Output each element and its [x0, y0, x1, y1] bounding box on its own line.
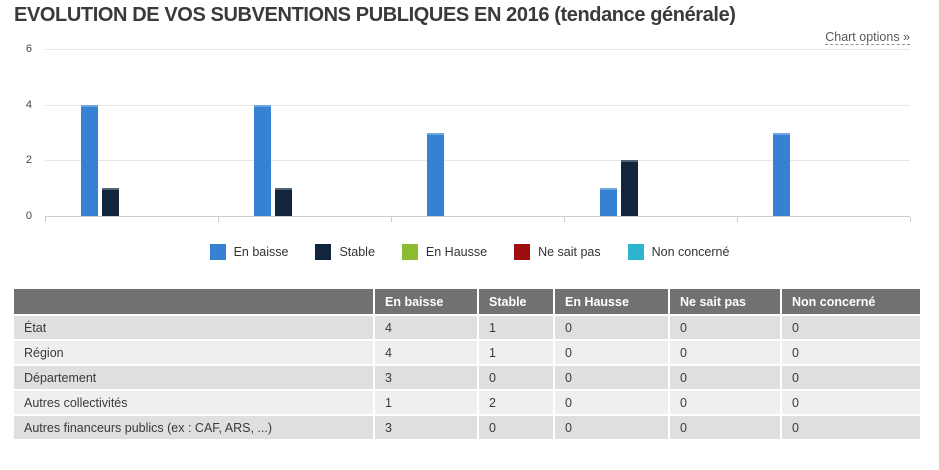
value-cell: 1: [479, 341, 555, 366]
row-label: État: [14, 316, 375, 341]
column-header: [14, 289, 375, 316]
x-axis-tick: [910, 217, 911, 222]
legend-label: En Hausse: [425, 245, 488, 259]
bar-en-baisse: [254, 104, 271, 216]
value-cell: 1: [375, 391, 479, 416]
table-header: En baisse Stable En Hausse Ne sait pas Non c…: [14, 289, 920, 316]
column-header: Ne sait pas: [670, 289, 782, 316]
value-cell: 0: [479, 416, 555, 441]
value-cell: 0: [670, 316, 782, 341]
table-body: État 4 1 0 0 0 Région 4 1 0 0 0 Département 3 0 0 0 0 Autr…: [14, 316, 920, 441]
table-row: Autres financeurs publics (ex : CAF, ARS…: [14, 416, 920, 441]
value-cell: 3: [375, 416, 479, 441]
legend-item: Non concerné: [627, 244, 730, 260]
column-header: En baisse: [375, 289, 479, 316]
value-cell: 0: [670, 341, 782, 366]
legend-item: Ne sait pas: [514, 244, 601, 260]
legend-item: En baisse: [209, 244, 289, 260]
column-header: Stable: [479, 289, 555, 316]
x-axis-tick: [218, 217, 219, 222]
bar-en-baisse: [427, 132, 444, 216]
legend-label: Ne sait pas: [538, 245, 601, 259]
legend-label: Non concerné: [651, 245, 730, 259]
chart-legend: En baisse Stable En Hausse Ne sait pas Non c…: [0, 242, 939, 262]
value-cell: 0: [555, 391, 670, 416]
value-cell: 0: [782, 391, 920, 416]
value-cell: 0: [555, 341, 670, 366]
x-axis-tick: [391, 217, 392, 222]
value-cell: 0: [670, 391, 782, 416]
bar-en-baisse: [600, 188, 617, 216]
value-cell: 0: [670, 416, 782, 441]
bar-en-baisse: [81, 104, 98, 216]
legend-label: En baisse: [233, 245, 289, 259]
value-cell: 1: [479, 316, 555, 341]
legend-item: En Hausse: [401, 244, 488, 260]
value-cell: 0: [782, 366, 920, 391]
row-label: Département: [14, 366, 375, 391]
y-axis-tick-label: 0: [25, 210, 32, 222]
value-cell: 4: [375, 341, 479, 366]
row-label: Autres collectivités: [14, 391, 375, 416]
value-cell: 0: [782, 341, 920, 366]
results-table: En baisse Stable En Hausse Ne sait pas Non c…: [14, 289, 920, 441]
value-cell: 4: [375, 316, 479, 341]
x-axis-line: [45, 216, 910, 217]
column-header: En Hausse: [555, 289, 670, 316]
gridline: [45, 104, 910, 106]
row-label: Région: [14, 341, 375, 366]
legend-item: Stable: [315, 244, 375, 260]
value-cell: 0: [555, 416, 670, 441]
x-axis-tick: [564, 217, 565, 222]
value-cell: 0: [555, 366, 670, 391]
table-row: Région 4 1 0 0 0: [14, 341, 920, 366]
row-label: Autres financeurs publics (ex : CAF, ARS…: [14, 416, 375, 441]
x-axis-tick: [737, 217, 738, 222]
bar-en-baisse: [773, 132, 790, 216]
value-cell: 0: [479, 366, 555, 391]
x-axis-tick: [45, 217, 46, 222]
value-cell: 0: [782, 316, 920, 341]
column-header: Non concerné: [782, 289, 920, 316]
legend-swatch: [401, 244, 418, 260]
bar-stable: [621, 160, 638, 216]
legend-label: Stable: [339, 245, 375, 259]
legend-swatch: [209, 244, 226, 260]
legend-swatch: [627, 244, 644, 260]
bar-stable: [275, 188, 292, 216]
legend-swatch: [514, 244, 531, 260]
table-row: État 4 1 0 0 0: [14, 316, 920, 341]
value-cell: 3: [375, 366, 479, 391]
y-axis-tick-label: 4: [25, 98, 32, 111]
value-cell: 0: [782, 416, 920, 441]
legend-swatch: [315, 244, 332, 260]
y-axis-tick-label: 6: [25, 43, 32, 55]
value-cell: 0: [555, 316, 670, 341]
chart-title: EVOLUTION DE VOS SUBVENTIONS PUBLIQUES E…: [14, 4, 736, 26]
bar-stable: [102, 188, 119, 216]
value-cell: 0: [670, 366, 782, 391]
table-row: Autres collectivités 1 2 0 0 0: [14, 391, 920, 416]
y-axis-tick-label: 2: [25, 154, 32, 167]
table-row: Département 3 0 0 0 0: [14, 366, 920, 391]
value-cell: 2: [479, 391, 555, 416]
chart-options-link[interactable]: Chart options »: [825, 30, 910, 45]
gridline: [45, 160, 910, 162]
table-header-row: En baisse Stable En Hausse Ne sait pas Non c…: [14, 289, 920, 316]
bar-chart: 6 4 2 0: [25, 43, 911, 222]
gridline: [45, 49, 910, 50]
